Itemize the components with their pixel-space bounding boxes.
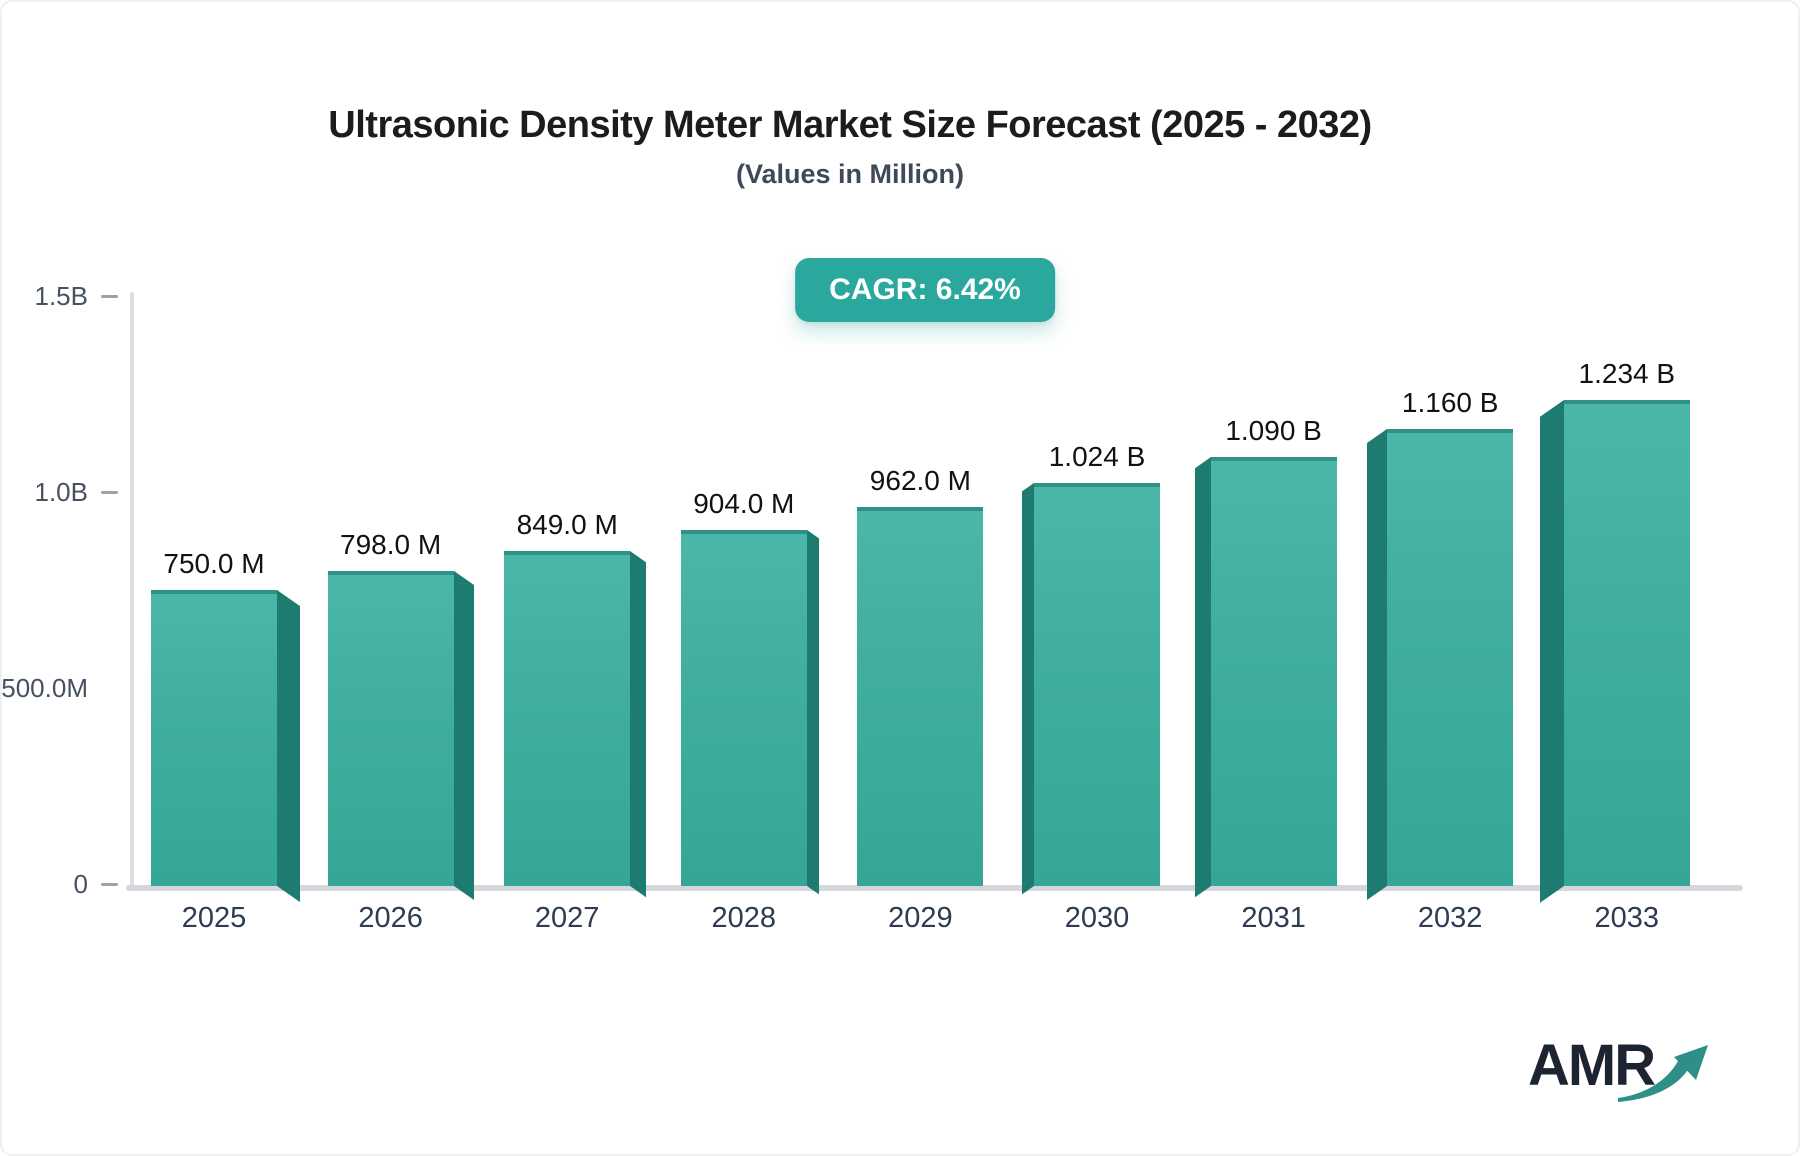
bar <box>1387 429 1514 886</box>
bar-side-face <box>1022 482 1034 895</box>
bar-side-face <box>277 590 300 903</box>
bar <box>327 571 454 886</box>
bar-value-label: 1.160 B <box>1401 387 1499 419</box>
y-tick-dash <box>101 295 118 298</box>
y-tick-label: 500.0M <box>1 673 88 703</box>
bar-top-bevel <box>1210 456 1337 461</box>
bar-value-label: 1.234 B <box>1578 358 1676 390</box>
chart-subtitle: (Values in Million) <box>735 159 965 189</box>
cagr-badge: CAGR: 6.42% <box>795 258 1055 322</box>
chart-title: Ultrasonic Density Meter Market Size For… <box>328 104 1372 146</box>
bar-value-label: 1.090 B <box>1225 414 1322 446</box>
bar-top-bevel <box>1387 429 1514 434</box>
bar-value-label: 1.024 B <box>1048 440 1146 472</box>
x-tick-label: 2033 <box>1594 902 1660 934</box>
y-tick-label: 1.5B <box>34 281 89 311</box>
x-tick-label: 2027 <box>534 902 600 934</box>
y-tick-label: 1.0B <box>34 477 89 507</box>
bar-side-face <box>630 551 647 898</box>
bar-top-bevel <box>857 506 984 511</box>
bar <box>1034 482 1160 886</box>
bar <box>857 506 984 886</box>
x-tick-label: 2028 <box>711 902 777 934</box>
x-tick-label: 2032 <box>1417 902 1483 934</box>
bar <box>1210 456 1337 886</box>
x-axis-line <box>126 885 1743 891</box>
bar-top-bevel <box>1563 400 1690 405</box>
bar-side-face <box>1539 400 1564 903</box>
bar-top-bevel <box>504 551 631 556</box>
y-tick-dash <box>101 883 118 886</box>
y-tick-dash <box>101 491 118 494</box>
bar-value-label: 849.0 M <box>516 509 618 541</box>
x-tick-label: 2029 <box>888 902 953 934</box>
bar <box>504 551 631 886</box>
x-tick-label: 2026 <box>358 902 423 934</box>
bar-value-label: 904.0 M <box>693 487 795 519</box>
growth-arrow-icon <box>1618 1045 1708 1102</box>
bar <box>1563 400 1690 886</box>
bar-value-label: 798.0 M <box>340 529 442 561</box>
bar-side-face <box>806 529 819 895</box>
bar-side-face <box>1194 456 1211 898</box>
bar-side-face <box>453 571 474 900</box>
amr-logo: AMR <box>1528 1032 1718 1112</box>
bar <box>680 529 807 886</box>
x-tick-label: 2031 <box>1241 902 1306 934</box>
bar-side-face <box>1367 429 1388 900</box>
y-tick-label: 0 <box>73 869 88 899</box>
bar <box>151 590 277 886</box>
bar-top-bevel <box>151 590 277 594</box>
chart-header: Ultrasonic Density Meter Market Size For… <box>0 104 1700 190</box>
y-axis-line <box>130 292 134 890</box>
x-tick-label: 2025 <box>181 902 247 934</box>
bar-top-bevel <box>680 529 807 534</box>
bar-top-bevel <box>327 571 454 576</box>
x-tick-label: 2030 <box>1064 902 1130 934</box>
amr-logo-text: AMR <box>1528 1033 1656 1098</box>
bar-value-label: 962.0 M <box>869 464 971 496</box>
bar-value-label: 750.0 M <box>163 548 265 579</box>
bar-top-bevel <box>1034 482 1160 487</box>
